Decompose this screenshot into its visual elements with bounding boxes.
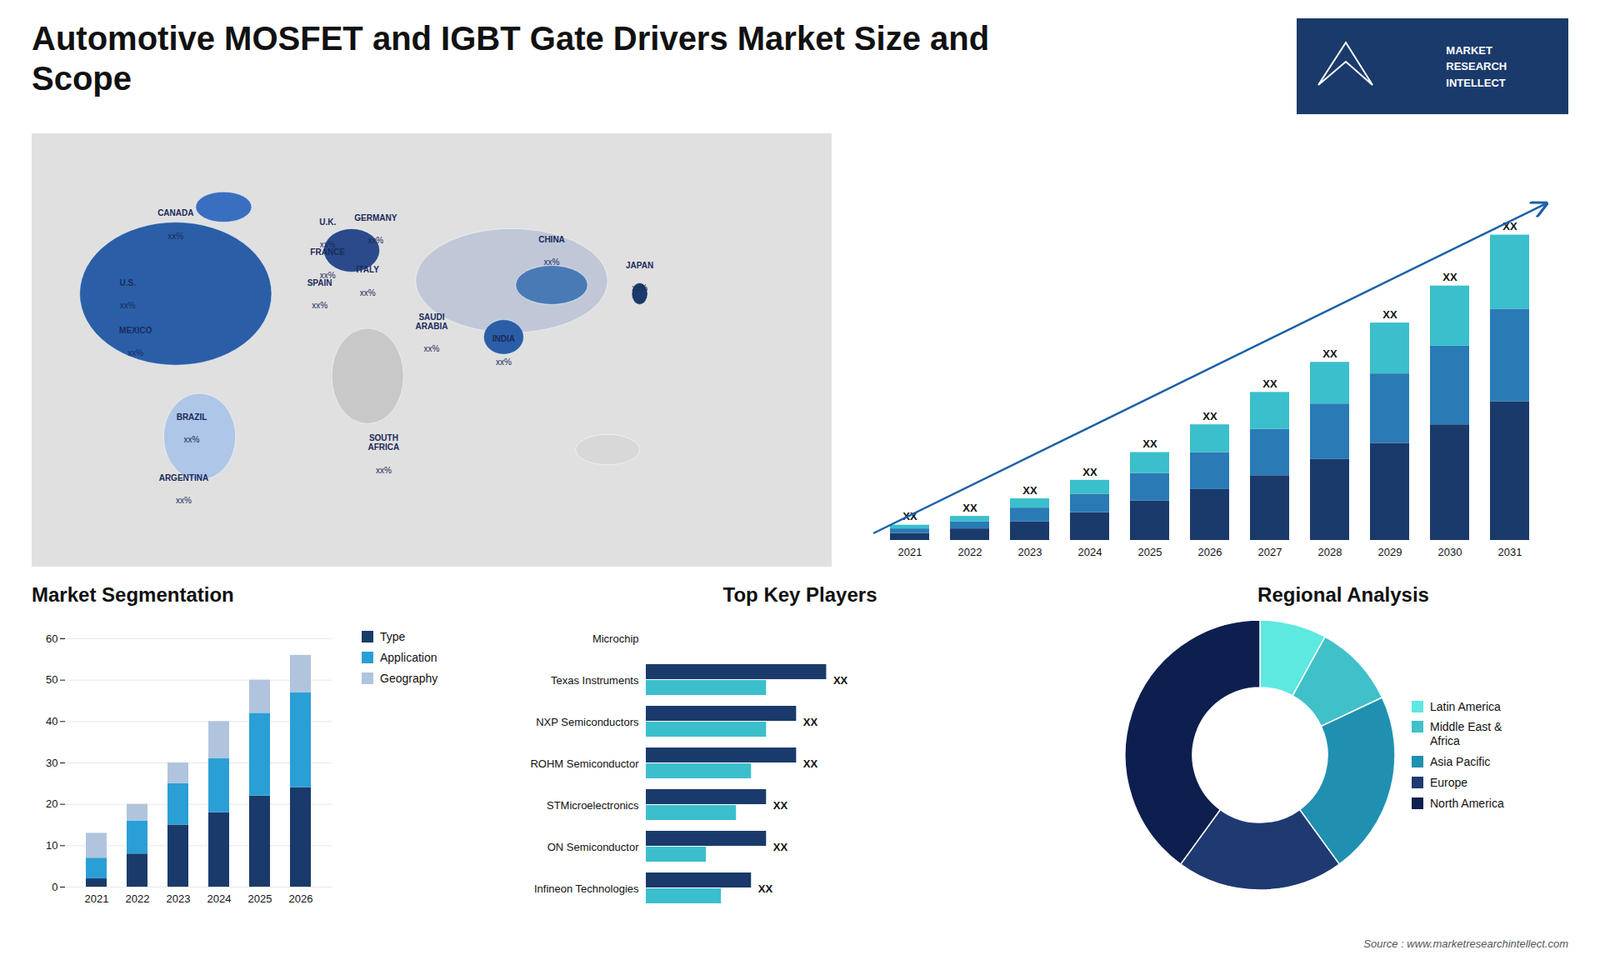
svg-text:2027: 2027: [1258, 545, 1283, 559]
svg-text:30: 30: [45, 756, 58, 770]
svg-text:NXP Semiconductors: NXP Semiconductors: [535, 715, 640, 729]
svg-text:xx%: xx%: [319, 240, 336, 250]
svg-text:FRANCE: FRANCE: [310, 247, 345, 257]
svg-text:xx%: xx%: [184, 435, 200, 445]
svg-text:CANADA: CANADA: [157, 208, 194, 218]
svg-text:ON Semiconductor: ON Semiconductor: [547, 840, 640, 854]
svg-text:CHINA: CHINA: [538, 235, 565, 245]
html-text:Top Key Players: Top Key Players: [722, 583, 878, 606]
svg-text:XX: XX: [758, 882, 774, 895]
svg-text:2021: 2021: [898, 545, 923, 559]
svg-text:2023: 2023: [1018, 545, 1043, 559]
html-text:Latin America: Latin America: [1430, 699, 1501, 713]
svg-text:0: 0: [51, 880, 58, 894]
html-text:North America: North America: [1430, 796, 1504, 810]
svg-text:2021: 2021: [85, 892, 110, 905]
svg-text:GERMANY: GERMANY: [354, 213, 397, 223]
svg-text:xx%: xx%: [367, 235, 384, 245]
svg-text:2025: 2025: [1138, 545, 1163, 559]
svg-text:XX: XX: [1442, 270, 1458, 284]
svg-text:BRAZIL: BRAZIL: [176, 412, 208, 422]
html-text:MARKET RESEARCH INTELLECT: MARKET RESEARCH INTELLECT: [1446, 43, 1507, 89]
svg-text:xx%: xx%: [120, 300, 136, 310]
svg-text:2024: 2024: [207, 892, 232, 905]
html-text:Automotive MOSFET and IGBT Gat: Automotive MOSFET and IGBT Gate Drivers …: [31, 20, 990, 97]
svg-text:40: 40: [45, 715, 58, 728]
svg-text:xx%: xx%: [544, 257, 560, 267]
svg-text:60: 60: [45, 632, 58, 645]
html-text:Geography: Geography: [380, 671, 438, 685]
svg-text:Infineon Technologies: Infineon Technologies: [534, 882, 640, 895]
html-text:Market Segmentation: Market Segmentation: [31, 583, 234, 606]
svg-text:JAPAN: JAPAN: [625, 260, 654, 270]
svg-text:2022: 2022: [125, 892, 150, 905]
svg-text:XX: XX: [1382, 308, 1398, 321]
svg-text:XX: XX: [902, 510, 918, 523]
svg-text:xx%: xx%: [495, 357, 512, 367]
svg-text:XX: XX: [1322, 347, 1338, 360]
svg-text:xx%: xx%: [167, 231, 184, 241]
html-text:Europe: Europe: [1430, 775, 1468, 789]
svg-text:SOUTHAFRICA: SOUTHAFRICA: [368, 433, 400, 452]
svg-text:xx%: xx%: [424, 344, 440, 354]
html-text:Application: Application: [380, 650, 438, 664]
svg-text:U.K.: U.K.: [319, 217, 336, 227]
svg-text:INDIA: INDIA: [492, 334, 515, 344]
svg-text:2028: 2028: [1318, 545, 1343, 559]
svg-text:ARGENTINA: ARGENTINA: [159, 473, 209, 483]
svg-text:XX: XX: [1022, 484, 1038, 497]
svg-text:2030: 2030: [1438, 545, 1463, 559]
svg-text:SPAIN: SPAIN: [307, 278, 333, 288]
svg-text:xx%: xx%: [375, 465, 392, 475]
html-text:Middle East & Africa: Middle East & Africa: [1430, 720, 1502, 748]
svg-text:XX: XX: [1202, 410, 1218, 423]
svg-text:2025: 2025: [248, 892, 273, 905]
html-text:Regional Analysis: Regional Analysis: [1257, 583, 1430, 606]
html-text:Source : www.marketresearchint: Source : www.marketresearchintellect.com: [1363, 937, 1569, 950]
svg-text:2023: 2023: [166, 892, 191, 905]
html-text:Type: Type: [380, 630, 406, 644]
svg-text:XX: XX: [1502, 220, 1518, 233]
svg-text:XX: XX: [1082, 465, 1098, 478]
svg-text:Microchip: Microchip: [592, 632, 640, 645]
svg-text:XX: XX: [803, 757, 819, 770]
svg-text:xx%: xx%: [319, 270, 336, 280]
html-text:Asia Pacific: Asia Pacific: [1430, 755, 1491, 769]
svg-text:10: 10: [45, 839, 58, 852]
svg-text:XX: XX: [962, 501, 978, 515]
svg-text:XX: XX: [773, 799, 789, 812]
svg-text:xx%: xx%: [127, 348, 144, 358]
svg-text:2031: 2031: [1498, 545, 1523, 559]
svg-text:XX: XX: [1142, 437, 1158, 450]
svg-text:U.S.: U.S.: [119, 278, 136, 288]
svg-text:xx%: xx%: [631, 283, 648, 293]
svg-text:2022: 2022: [958, 545, 983, 559]
svg-text:2026: 2026: [289, 892, 314, 905]
svg-text:Texas Instruments: Texas Instruments: [550, 674, 640, 687]
svg-text:2026: 2026: [1198, 545, 1223, 559]
svg-text:SAUDIARABIA: SAUDIARABIA: [415, 312, 449, 331]
svg-text:XX: XX: [803, 715, 819, 729]
svg-text:2024: 2024: [1078, 545, 1103, 559]
svg-text:xx%: xx%: [360, 288, 376, 298]
svg-text:MEXICO: MEXICO: [119, 325, 153, 335]
svg-text:xx%: xx%: [311, 300, 328, 310]
svg-text:ROHM Semiconductor: ROHM Semiconductor: [530, 757, 640, 770]
svg-text:50: 50: [45, 673, 58, 686]
svg-text:XX: XX: [773, 840, 789, 854]
svg-text:ITALY: ITALY: [356, 265, 380, 275]
svg-text:xx%: xx%: [175, 495, 192, 505]
svg-text:20: 20: [45, 797, 58, 810]
svg-text:XX: XX: [833, 674, 849, 687]
svg-text:STMicroelectronics: STMicroelectronics: [546, 799, 640, 812]
svg-text:XX: XX: [1262, 377, 1278, 390]
svg-text:2029: 2029: [1378, 545, 1403, 559]
